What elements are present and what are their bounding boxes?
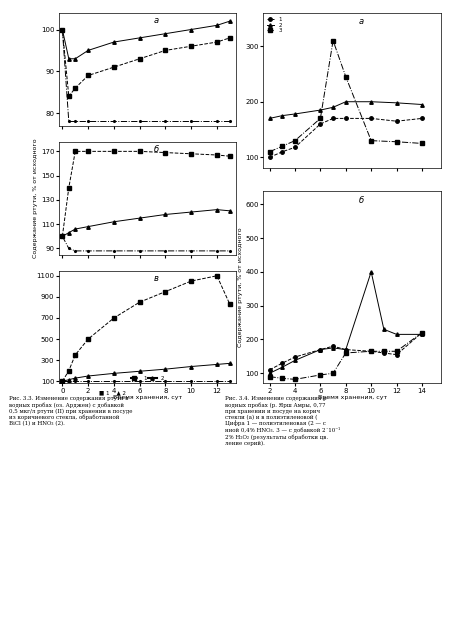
1 [318,120,323,128]
Text: б: б [359,196,364,206]
Text: б: б [154,145,159,154]
1 [330,114,336,122]
Line: 3: 3 [268,39,424,153]
3 [343,73,348,81]
Legend: 1, 2, 3: 1, 2, 3 [266,15,283,35]
2 [369,98,374,105]
2 [292,110,298,118]
3 [394,138,399,146]
2 [330,104,336,111]
3 [267,148,272,155]
Text: а: а [154,16,159,25]
Text: Рис. 3.3. Изменение содержания ртути в
водных пробах (оз. Арджен) с добавкой
0,5: Рис. 3.3. Изменение содержания ртути в в… [9,396,132,426]
3 [330,36,336,45]
Text: ■ 1    ▲ 2: ■ 1 ▲ 2 [99,390,126,395]
Text: Рис. 3.4. Изменение содержания р
водных пробах (р. Ярш Амры, 0,77
при хранении и: Рис. 3.4. Изменение содержания р водных … [225,396,340,446]
2 [394,99,399,107]
1 [419,114,425,122]
2 [318,106,323,114]
2 [419,101,425,109]
2 [279,112,285,119]
X-axis label: Время хранения, сут: Время хранения, сут [318,395,387,400]
3 [419,139,425,147]
1 [394,118,399,125]
1 [279,148,285,155]
3 [279,142,285,150]
3 [292,137,298,144]
1 [343,114,348,122]
X-axis label: Время хранения, сут: Время хранения, сут [113,395,182,400]
Text: а: а [359,17,364,26]
Y-axis label: Содержание ртути, % от исходного: Содержание ртути, % от исходного [238,227,243,347]
Y-axis label: Содержание ртути, % от исходного: Содержание ртути, % от исходного [33,138,38,258]
3 [369,137,374,144]
3 [318,114,323,122]
Legend: 1, 2: 1, 2 [128,373,166,383]
2 [343,98,348,105]
2 [267,114,272,122]
Line: 2: 2 [268,100,424,120]
Line: 1: 1 [268,117,424,159]
1 [292,144,298,151]
Text: в: в [154,274,159,283]
1 [369,114,374,122]
1 [267,153,272,161]
